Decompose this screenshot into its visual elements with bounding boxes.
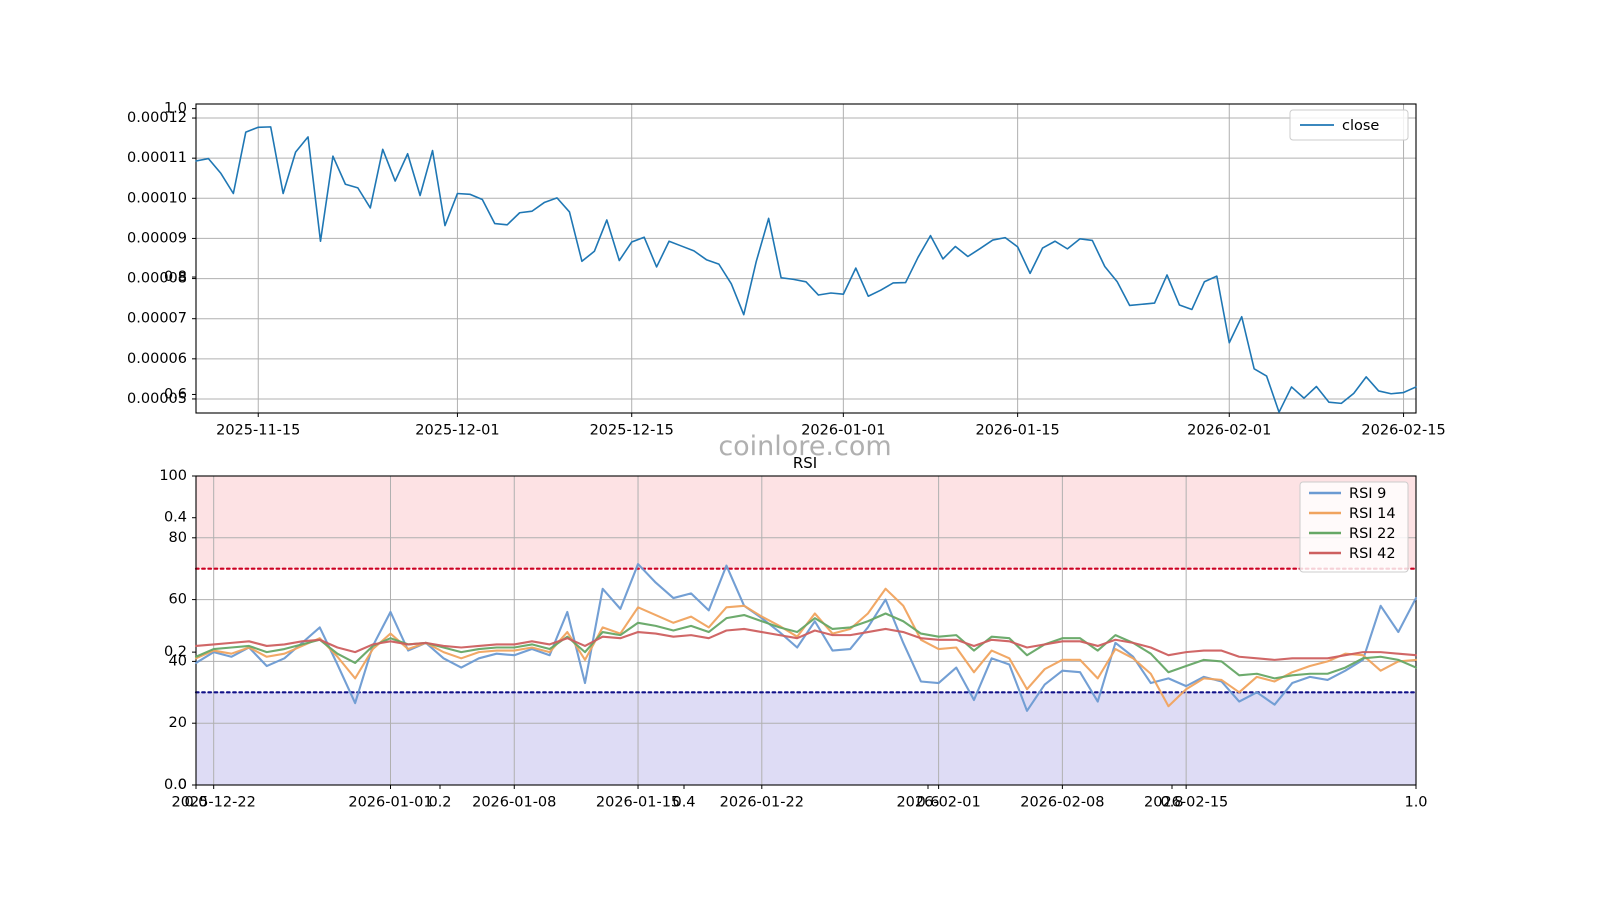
price-xtick-label: 2025-12-15	[590, 423, 674, 439]
price-legend-background	[1289, 109, 1409, 141]
price-plot-area: 0.00005 0.00006 0.00007 0.00008 0.00009 0.000…	[127, 101, 1446, 439]
rsi-ytick-label: 80	[169, 530, 187, 546]
rsi-series-rsi-42	[194, 627, 1418, 661]
rsi-xtick-label-secondary: 1.0	[1404, 795, 1427, 811]
price-ytick-label-secondary: 0.8	[164, 269, 187, 285]
price-legend[interactable]: close	[1289, 109, 1409, 141]
rsi-xtick-label-secondary: 0.6	[916, 795, 939, 811]
rsi-xtick-label-secondary: 0.8	[1160, 795, 1183, 811]
rsi-legend[interactable]: RSI 9 RSI 14 RSI 22 RSI 42	[1299, 481, 1409, 573]
price-plot-background	[196, 104, 1416, 413]
price-ytick-label-secondary: 0.6	[164, 386, 187, 402]
price-ytick-label: 0.00005	[127, 391, 187, 407]
price-ytick-label-secondary: 1.0	[164, 101, 187, 117]
rsi-ytick-label: 0	[178, 777, 187, 793]
rsi-legend-label-rsi-42: RSI 42	[1349, 546, 1396, 562]
price-xtick-label: 2026-01-01	[801, 423, 885, 439]
price-xtick-label: 2025-11-15	[216, 423, 300, 439]
rsi-xtick-label: 2026-01-22	[720, 795, 804, 811]
rsi-ytick-label-secondary: 0.2	[164, 644, 187, 660]
rsi-xtick-label: 2025-12-22	[172, 795, 256, 811]
rsi-legend-background	[1299, 481, 1409, 573]
rsi-chart-title: RSI	[793, 454, 817, 472]
price-chart-panel: 0.00005 0.00006 0.00007 0.00008 0.00009 0.000…	[0, 0, 1600, 460]
price-chart-svg[interactable]: 0.00005 0.00006 0.00007 0.00008 0.00009 0.000…	[0, 0, 1600, 460]
rsi-xtick-label: 2026-01-15	[596, 795, 680, 811]
price-ytick-label: 0.00011	[127, 150, 187, 166]
price-axes-frame	[195, 103, 1417, 414]
rsi-xtick-label: 2026-01-08	[472, 795, 556, 811]
rsi-xtick-label: 2026-02-15	[1144, 795, 1228, 811]
rsi-series-rsi-22	[194, 612, 1418, 680]
price-xtick-label: 2026-02-15	[1361, 423, 1445, 439]
rsi-axes-frame	[195, 475, 1417, 786]
rsi-xtick-label: 2026-02-01	[896, 795, 980, 811]
rsi-band-oversold	[196, 692, 1416, 785]
rsi-xtick-label-secondary: 0.2	[428, 795, 451, 811]
price-ytick-label: 0.00012	[127, 110, 187, 126]
rsi-ytick-label: 40	[169, 653, 187, 669]
rsi-ytick-label: 100	[159, 468, 187, 484]
rsi-legend-label-rsi-22: RSI 22	[1349, 526, 1396, 542]
price-series-close	[195, 126, 1417, 413]
price-ytick-label: 0.00007	[127, 311, 187, 327]
rsi-ytick-label-secondary: 0.4	[164, 510, 187, 526]
rsi-legend-label-rsi-14: RSI 14	[1349, 506, 1396, 522]
price-xtick-label: 2026-02-01	[1187, 423, 1271, 439]
rsi-ytick-label: 60	[169, 592, 187, 608]
rsi-ytick-label-secondary: 0.0	[164, 777, 187, 793]
price-xtick-label: 2025-12-01	[415, 423, 499, 439]
watermark-text: coinlore.com	[718, 431, 891, 460]
rsi-chart-panel: RSI 0 20 40 60 80 100 0.0 0.2 0.4 2025-12-22 2026-0…	[0, 440, 1600, 900]
rsi-plot-area: RSI 0 20 40 60 80 100 0.0 0.2 0.4 2025-12-22 2026-0…	[159, 454, 1427, 811]
rsi-xtick-label-secondary: 0.0	[184, 795, 207, 811]
price-ytick-label: 0.00008	[127, 271, 187, 287]
rsi-chart-svg[interactable]: RSI 0 20 40 60 80 100 0.0 0.2 0.4 2025-12-22 2026-0…	[0, 440, 1600, 900]
rsi-xtick-label: 2026-01-01	[348, 795, 432, 811]
price-ytick-label: 0.00010	[127, 190, 187, 206]
rsi-legend-label-rsi-9: RSI 9	[1349, 486, 1386, 502]
rsi-ytick-label: 20	[169, 715, 187, 731]
price-legend-label-close: close	[1342, 118, 1379, 134]
price-xtick-label: 2026-01-15	[975, 423, 1059, 439]
rsi-band-overbought	[196, 476, 1416, 569]
price-ytick-label: 0.00006	[127, 351, 187, 367]
rsi-xtick-label-secondary: 0.4	[672, 795, 695, 811]
price-ytick-label: 0.00009	[127, 230, 187, 246]
rsi-xtick-label: 2026-02-08	[1020, 795, 1104, 811]
